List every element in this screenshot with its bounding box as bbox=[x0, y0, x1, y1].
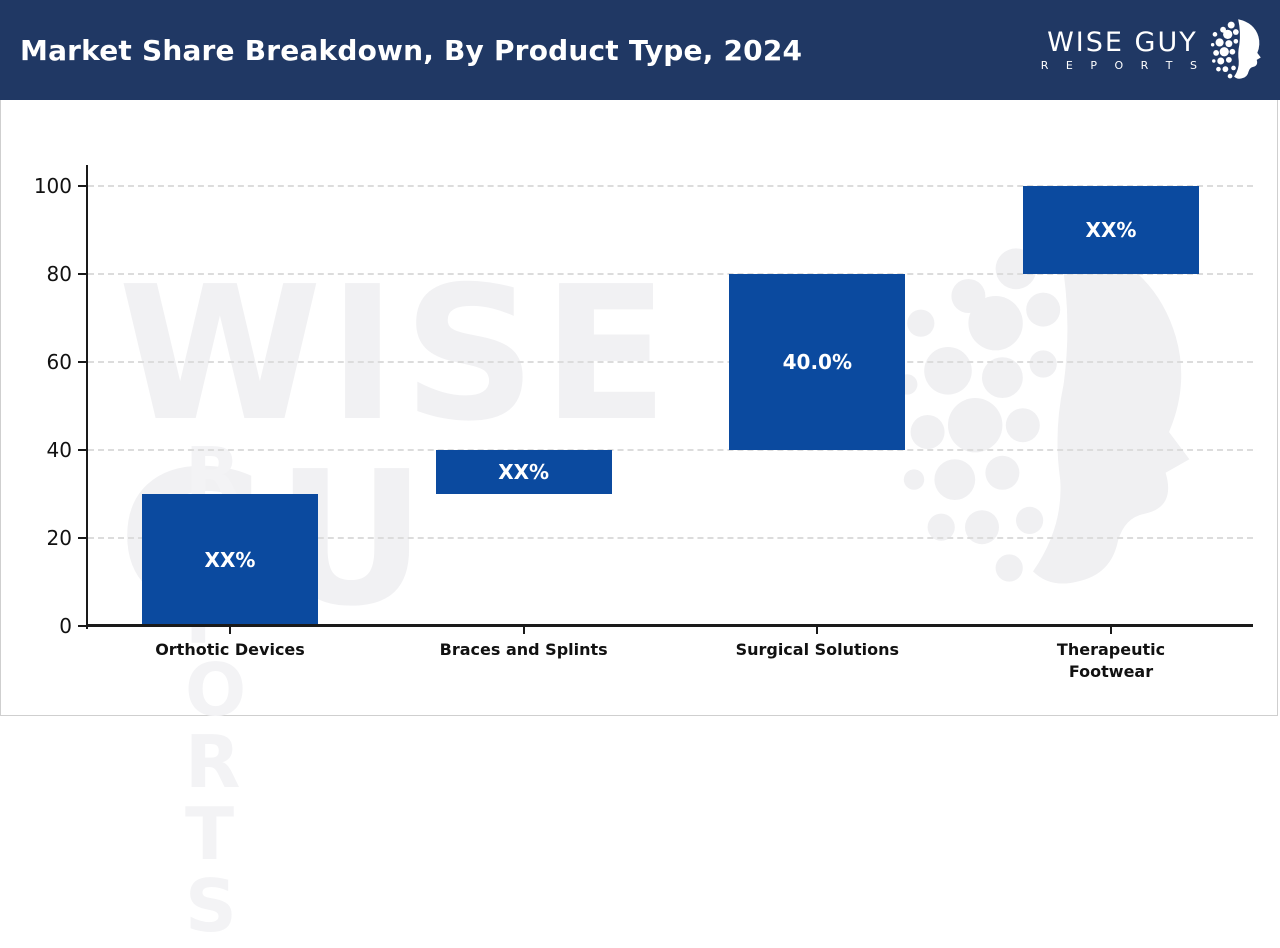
y-tick-label: 40 bbox=[46, 438, 72, 462]
x-tick-mark bbox=[522, 627, 525, 634]
waterfall-chart: XX% XX% 40.0% XX% 0 20 40 60 80 100 Orthotic Devic… bbox=[33, 165, 1253, 681]
bar-value-label: XX% bbox=[204, 548, 256, 572]
x-category-label: Therapeutic Footwear bbox=[1056, 640, 1166, 681]
logo-subtext: R E P O R T S bbox=[1040, 59, 1204, 73]
y-tick-mark bbox=[78, 449, 87, 451]
logo-wordmark: WISE GUY bbox=[1047, 26, 1198, 58]
bar-therapeutic-footwear: XX% bbox=[1023, 186, 1199, 274]
page-title: Market Share Breakdown, By Product Type,… bbox=[20, 33, 803, 67]
bar-value-label: 40.0% bbox=[782, 350, 853, 374]
logo-text: WISE GUY R E P O R T S bbox=[1040, 26, 1204, 73]
bar-braces-and-splints: XX% bbox=[435, 450, 612, 494]
y-gridline bbox=[88, 361, 1253, 363]
y-gridline bbox=[88, 537, 1253, 539]
y-tick-mark bbox=[78, 185, 87, 187]
y-tick-label: 60 bbox=[46, 350, 72, 374]
x-tick-mark bbox=[229, 627, 231, 634]
y-tick-label: 100 bbox=[33, 174, 72, 198]
x-category-label: Orthotic Devices bbox=[155, 640, 305, 659]
y-tick-mark bbox=[78, 273, 87, 275]
bar-surgical-solutions: 40.0% bbox=[729, 274, 906, 450]
x-category-label: Braces and Splints bbox=[439, 640, 608, 659]
y-tick-label: 20 bbox=[46, 526, 72, 550]
x-tick-mark bbox=[816, 627, 819, 634]
brand-logo: WISE GUY R E P O R T S bbox=[1041, 10, 1266, 90]
y-tick-mark bbox=[78, 537, 87, 539]
y-gridline bbox=[88, 273, 1253, 275]
bar-value-label: XX% bbox=[1085, 218, 1137, 242]
bar-value-label: XX% bbox=[498, 460, 550, 484]
x-tick-mark bbox=[1110, 627, 1112, 634]
chart-body-frame bbox=[0, 100, 1278, 716]
y-tick-label: 80 bbox=[46, 262, 72, 286]
y-gridline bbox=[88, 185, 1253, 187]
logo-head-icon bbox=[1210, 19, 1261, 79]
y-gridline bbox=[88, 449, 1253, 451]
header-bar: Market Share Breakdown, By Product Type,… bbox=[0, 0, 1280, 100]
x-category-label: Surgical Solutions bbox=[735, 640, 900, 659]
y-tick-label: 0 bbox=[59, 614, 72, 638]
x-axis-line bbox=[86, 624, 1253, 627]
bar-orthotic-devices: XX% bbox=[142, 494, 318, 626]
y-tick-mark bbox=[78, 625, 87, 627]
y-tick-mark bbox=[78, 361, 87, 363]
y-axis-line bbox=[86, 165, 88, 629]
